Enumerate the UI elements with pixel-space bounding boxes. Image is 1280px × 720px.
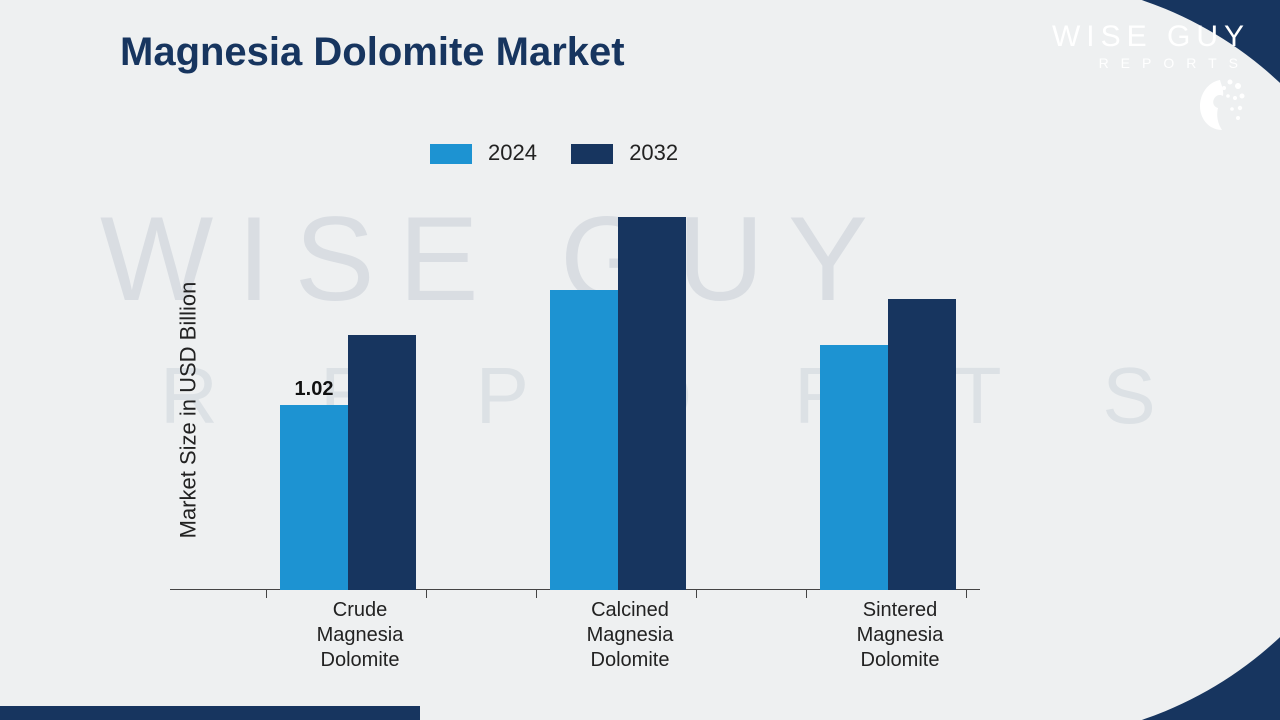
category-label: SinteredMagnesiaDolomite	[800, 590, 1000, 673]
category-label: CalcinedMagnesiaDolomite	[530, 590, 730, 673]
value-label: 1.02	[274, 378, 354, 401]
legend-label-2032: 2032	[629, 140, 678, 165]
bar	[348, 335, 416, 590]
category-label: CrudeMagnesiaDolomite	[260, 590, 460, 673]
brand-line2: REPORTS	[1052, 56, 1250, 70]
legend: 2024 2032	[100, 140, 980, 166]
bottom-strip	[0, 706, 420, 720]
bar	[550, 290, 618, 590]
stage: WISE GUY R E P O R T S Magnesia Dolomite…	[0, 0, 1280, 720]
brand-logo: WISE GUY REPORTS	[1052, 22, 1250, 70]
bar	[280, 405, 348, 590]
legend-swatch-2024	[430, 144, 472, 164]
chart: Market Size in USD Billion 2024 2032 Cru…	[100, 150, 980, 670]
bar	[820, 345, 888, 590]
legend-label-2024: 2024	[488, 140, 537, 165]
plot-area: CrudeMagnesiaDolomiteCalcinedMagnesiaDol…	[170, 190, 980, 590]
page-title: Magnesia Dolomite Market	[120, 30, 625, 75]
bar	[888, 299, 956, 590]
brand-face-icon	[1190, 76, 1250, 136]
brand-line1: WISE GUY	[1052, 22, 1250, 52]
legend-swatch-2032	[571, 144, 613, 164]
bar	[618, 217, 686, 590]
